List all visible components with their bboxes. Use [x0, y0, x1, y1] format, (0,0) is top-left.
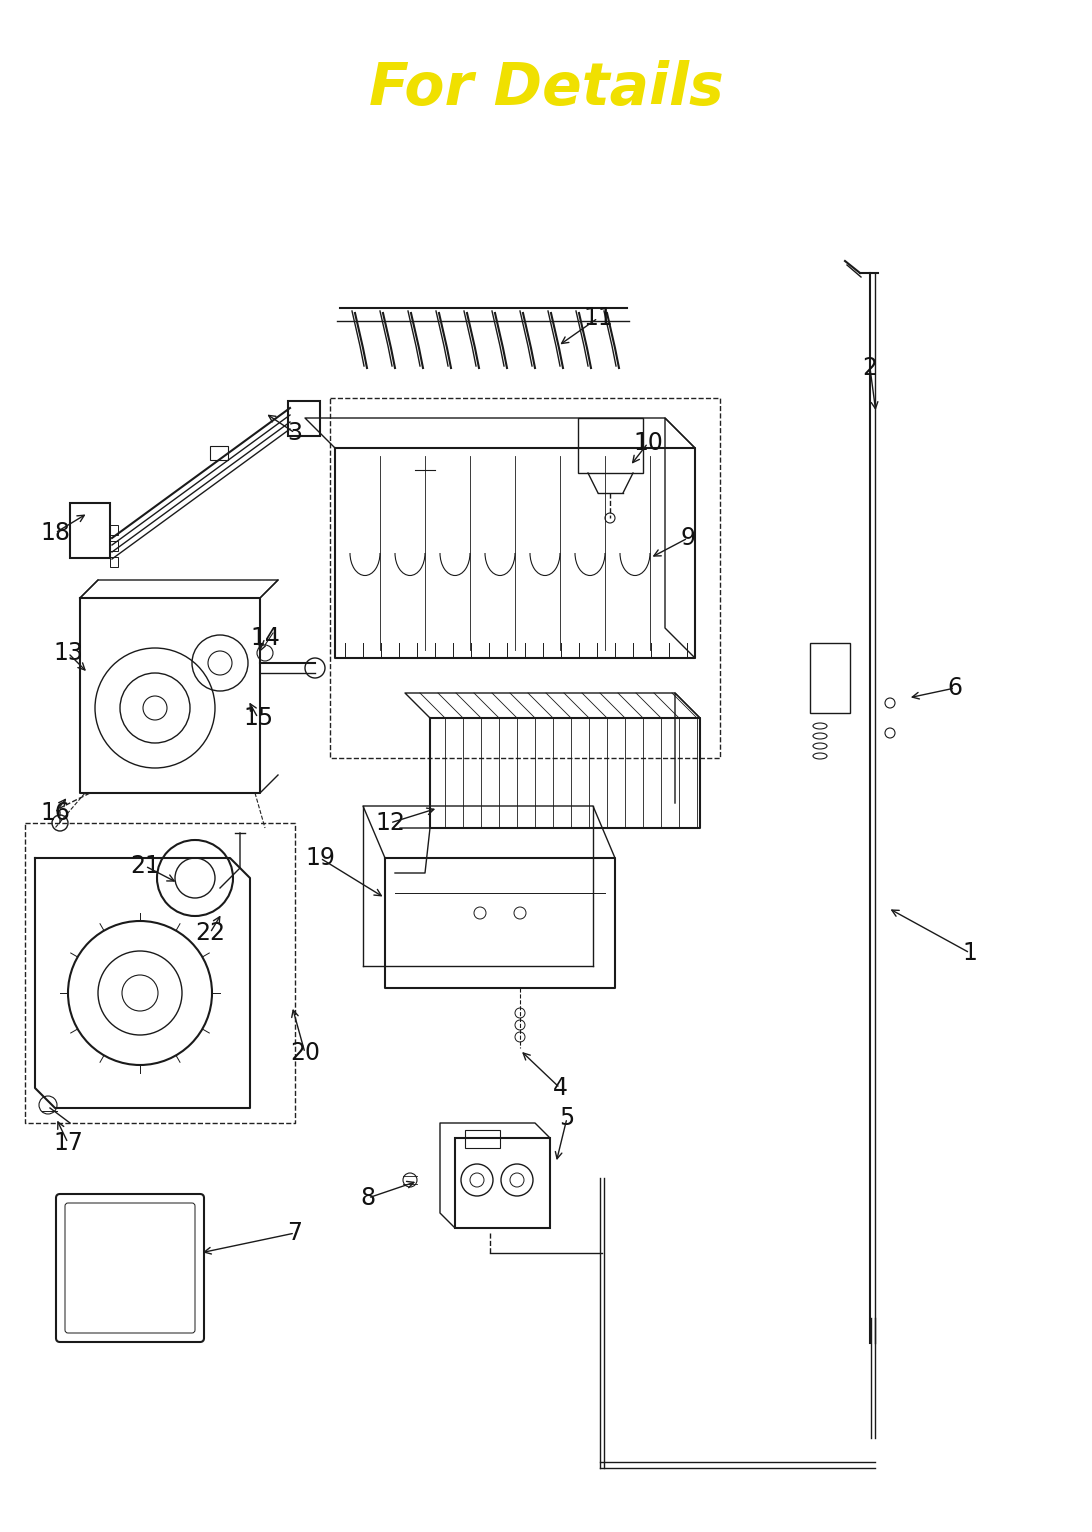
- Text: 4: 4: [553, 1075, 568, 1100]
- Bar: [210, 446, 228, 460]
- Text: 19: 19: [305, 846, 335, 870]
- Bar: [110, 558, 118, 567]
- Text: 17: 17: [54, 1131, 83, 1155]
- Bar: [288, 401, 320, 437]
- Text: 12: 12: [375, 810, 405, 835]
- Text: 7: 7: [287, 1221, 302, 1246]
- Text: 22: 22: [195, 921, 225, 945]
- Bar: [810, 643, 850, 712]
- Text: 13: 13: [54, 640, 83, 665]
- Text: 2: 2: [863, 355, 878, 380]
- Text: 14: 14: [250, 627, 280, 650]
- Text: 21: 21: [130, 853, 159, 878]
- Text: For Details: For Details: [369, 60, 723, 116]
- Text: 5: 5: [559, 1106, 574, 1131]
- Bar: [578, 418, 643, 473]
- Text: 18: 18: [40, 521, 70, 545]
- Text: CLICK HERE: CLICK HERE: [487, 29, 605, 47]
- Bar: [110, 525, 118, 535]
- Text: 1: 1: [962, 941, 977, 965]
- Bar: [110, 541, 118, 552]
- Bar: [465, 1131, 500, 1147]
- Text: 15: 15: [242, 706, 273, 731]
- Text: 16: 16: [40, 801, 70, 826]
- Text: 9: 9: [680, 525, 696, 550]
- Text: 11: 11: [583, 306, 613, 329]
- Bar: [70, 502, 110, 558]
- Text: 6: 6: [948, 676, 962, 700]
- Bar: [455, 1138, 550, 1229]
- Text: 3: 3: [287, 421, 302, 444]
- Text: 8: 8: [360, 1186, 376, 1210]
- Text: 10: 10: [633, 430, 663, 455]
- Text: 20: 20: [290, 1042, 320, 1065]
